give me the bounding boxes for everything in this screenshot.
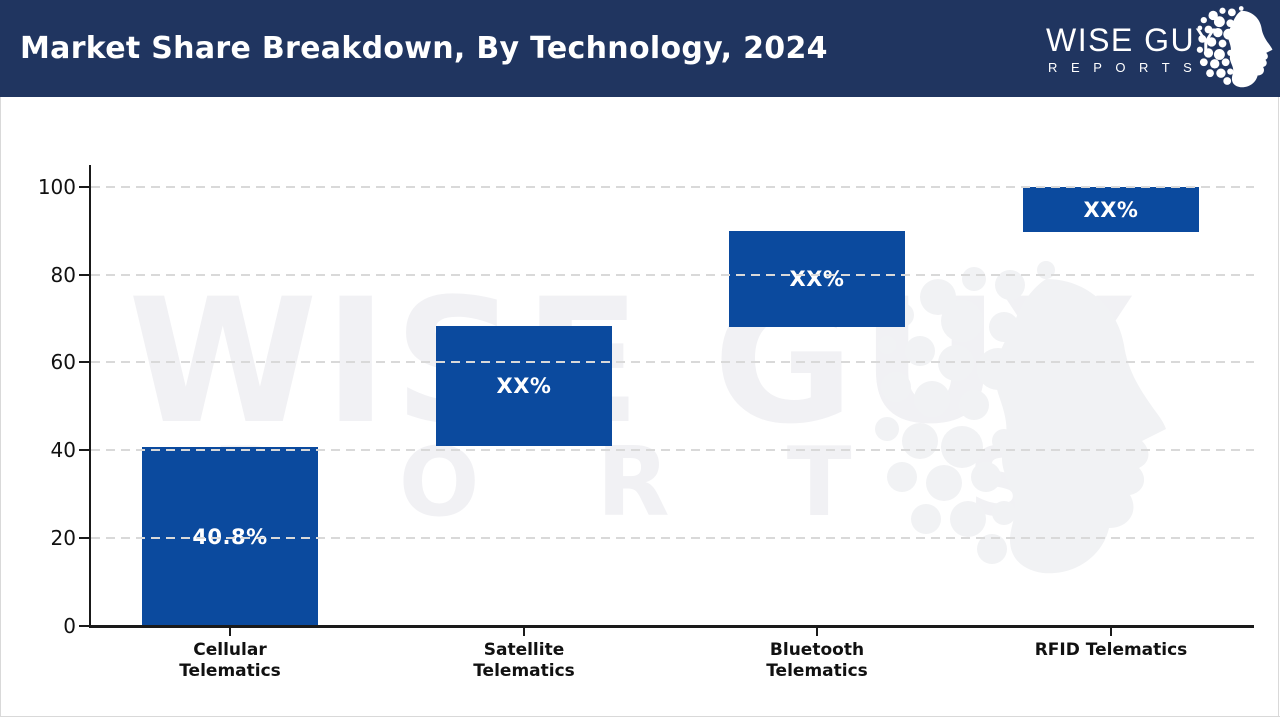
logo-dotted-head-icon: [1196, 5, 1273, 87]
bar-value-label: XX%: [496, 374, 552, 398]
y-tick-label-0: 0: [63, 614, 76, 638]
gridline-20: [91, 537, 1254, 539]
bar-value-label: 40.8%: [192, 524, 268, 549]
x-label-line: Cellular: [193, 640, 267, 660]
y-tick-label-100: 100: [37, 175, 76, 199]
x-label-line: Telematics: [473, 661, 575, 681]
x-label-rfid-telematics: RFID Telematics: [1001, 640, 1221, 661]
y-axis-line: [89, 165, 91, 628]
gridline-40: [91, 449, 1254, 451]
watermark-dotted-head-icon: [875, 261, 1166, 574]
x-label-line: Satellite: [483, 640, 565, 660]
bar-value-label: XX%: [789, 267, 845, 291]
x-tick-mark: [1110, 628, 1112, 636]
y-tick-mark: [79, 361, 89, 363]
logo-wordmark: WISE GUY: [1045, 21, 1218, 58]
brand-logo: WISE GUY R E P O R T S: [1046, 0, 1274, 97]
bar-satellite-telematics: XX%: [436, 326, 612, 446]
frame-border-right: [1278, 97, 1279, 717]
x-label-satellite-telematics: Satellite Telematics: [414, 640, 634, 682]
gridline-60: [91, 361, 1254, 363]
x-label-cellular-telematics: Cellular Telematics: [120, 640, 340, 682]
header-bar: Market Share Breakdown, By Technology, 2…: [0, 0, 1280, 97]
x-label-line: RFID Telematics: [1034, 640, 1188, 660]
x-tick-mark: [816, 628, 818, 636]
chart-title: Market Share Breakdown, By Technology, 2…: [20, 31, 828, 66]
x-tick-mark: [523, 628, 525, 636]
y-tick-mark: [79, 449, 89, 451]
gridline-80: [91, 274, 1254, 276]
logo-subtext: R E P O R T S: [1047, 59, 1197, 75]
bar-bluetooth-telematics: XX%: [729, 231, 905, 327]
gridline-100: [91, 186, 1254, 188]
x-axis-line: [89, 625, 1254, 628]
y-tick-mark: [79, 537, 89, 539]
x-label-bluetooth-telematics: Bluetooth Telematics: [707, 640, 927, 682]
y-tick-label-20: 20: [50, 526, 76, 550]
bar-rfid-telematics: XX%: [1023, 187, 1199, 232]
x-label-line: Telematics: [179, 661, 281, 681]
y-tick-mark: [79, 186, 89, 188]
bar-cellular-telematics: 40.8%: [142, 447, 318, 626]
frame-border-left: [0, 97, 1, 717]
y-tick-mark: [79, 625, 89, 627]
frame-border-bottom: [0, 716, 1280, 717]
y-tick-label-60: 60: [50, 350, 76, 374]
y-tick-label-40: 40: [50, 438, 76, 462]
y-tick-mark: [79, 274, 89, 276]
x-tick-mark: [229, 628, 231, 636]
y-tick-label-80: 80: [50, 263, 76, 287]
bar-value-label: XX%: [1083, 197, 1139, 222]
x-label-line: Bluetooth: [769, 640, 865, 660]
x-label-line: Telematics: [766, 661, 868, 681]
